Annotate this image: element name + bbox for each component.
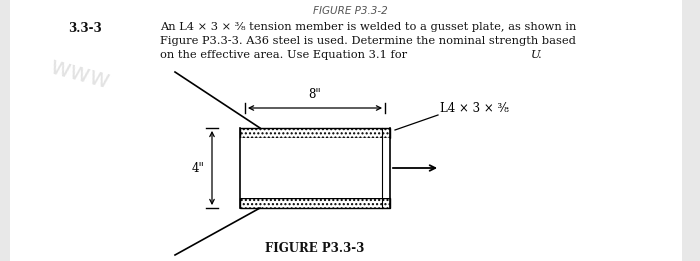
Text: 3.3-3: 3.3-3 xyxy=(68,22,102,35)
Text: 8": 8" xyxy=(309,88,321,101)
Bar xyxy=(240,198,390,208)
Text: L4 × 3 × ³⁄₈: L4 × 3 × ³⁄₈ xyxy=(440,102,509,115)
Text: U: U xyxy=(531,50,540,60)
Text: FIGURE P3.3-3: FIGURE P3.3-3 xyxy=(265,242,365,255)
Text: www: www xyxy=(48,55,113,94)
Text: Figure P3.3-3. A36 steel is used. Determine the nominal strength based: Figure P3.3-3. A36 steel is used. Determ… xyxy=(160,36,576,46)
Text: An L4 × 3 × ³⁄₈ tension member is welded to a gusset plate, as shown in: An L4 × 3 × ³⁄₈ tension member is welded… xyxy=(160,22,576,32)
Text: on the effective area. Use Equation 3.1 for: on the effective area. Use Equation 3.1 … xyxy=(160,50,411,60)
Bar xyxy=(240,138,390,198)
Text: 4": 4" xyxy=(191,162,204,175)
Text: FIGURE P3.3-2: FIGURE P3.3-2 xyxy=(313,6,387,16)
Text: .: . xyxy=(538,50,542,60)
Bar xyxy=(240,128,390,138)
